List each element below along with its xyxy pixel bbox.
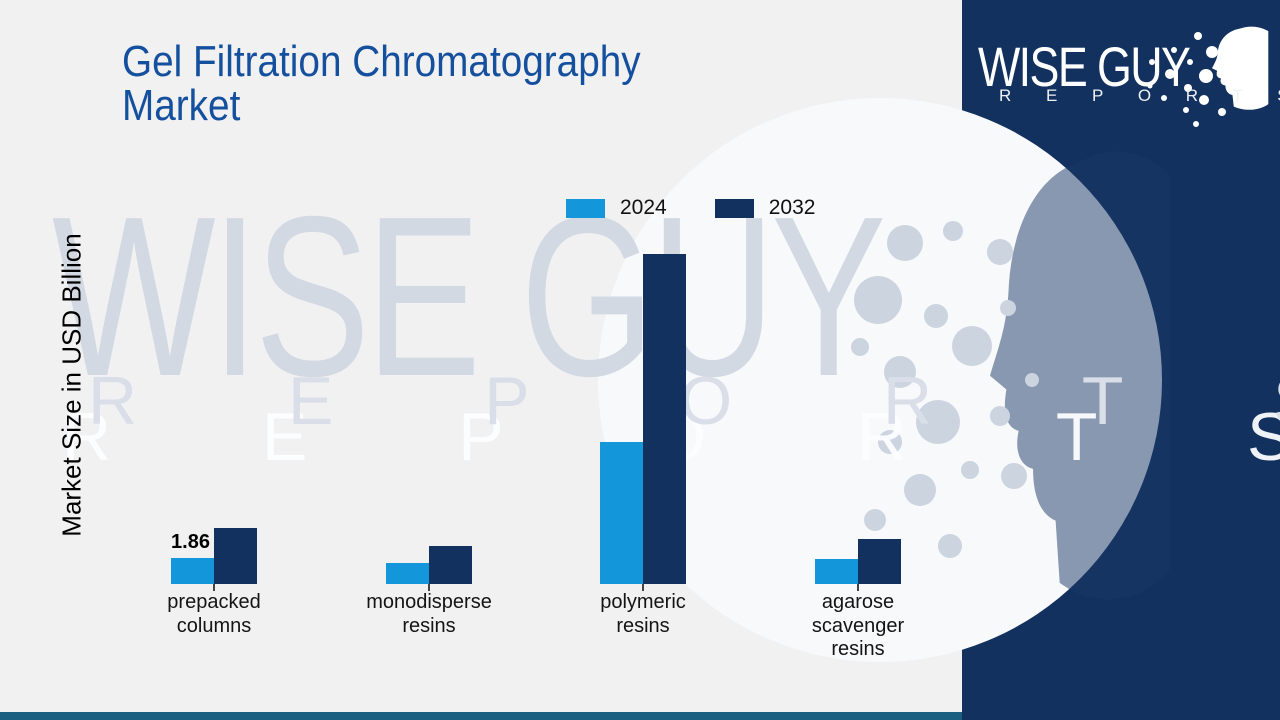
legend-swatch-2032 bbox=[714, 198, 754, 218]
bar-2024-monodisperse-resins bbox=[386, 563, 429, 584]
x-axis-tick bbox=[428, 584, 430, 591]
value-label-1.86: 1.86 bbox=[171, 531, 210, 554]
bar-2024-polymeric-resins bbox=[600, 442, 643, 584]
x-axis-tick bbox=[213, 584, 215, 591]
bottom-accent-bar bbox=[0, 712, 962, 720]
x-axis-tick bbox=[642, 584, 644, 591]
legend-label-2032: 2032 bbox=[768, 196, 816, 219]
chart-legend: 2024 2032 bbox=[566, 196, 815, 220]
legend-item-2032: 2032 bbox=[714, 196, 816, 220]
category-label-monodisperse-resins: monodisperse resins bbox=[366, 591, 492, 637]
bar-2032-monodisperse-resins bbox=[429, 545, 472, 584]
page-title-line-1: Gel Filtration Chromatography bbox=[122, 37, 641, 86]
category-label-agarose-scavenger-resins: agarose scavenger resins bbox=[811, 591, 905, 660]
bar-2024-agarose-scavenger-resins bbox=[815, 559, 858, 584]
brand-wordmark: WISE GUY bbox=[978, 35, 1191, 98]
x-axis-tick bbox=[857, 584, 859, 591]
page-title: Gel Filtration Chromatography Market bbox=[122, 40, 711, 128]
bar-2032-polymeric-resins bbox=[643, 254, 686, 584]
bar-2024-prepacked-columns bbox=[171, 558, 214, 584]
legend-label-2024: 2024 bbox=[620, 196, 667, 219]
bar-2032-prepacked-columns bbox=[214, 527, 257, 584]
category-label-polymeric-resins: polymeric resins bbox=[600, 591, 686, 637]
legend-swatch-2024 bbox=[566, 198, 605, 218]
legend-item-2024: 2024 bbox=[566, 196, 667, 220]
bar-2032-agarose-scavenger-resins bbox=[858, 538, 901, 584]
category-label-prepacked-columns: prepacked columns bbox=[167, 591, 261, 637]
page-title-line-2: Market bbox=[122, 81, 241, 130]
